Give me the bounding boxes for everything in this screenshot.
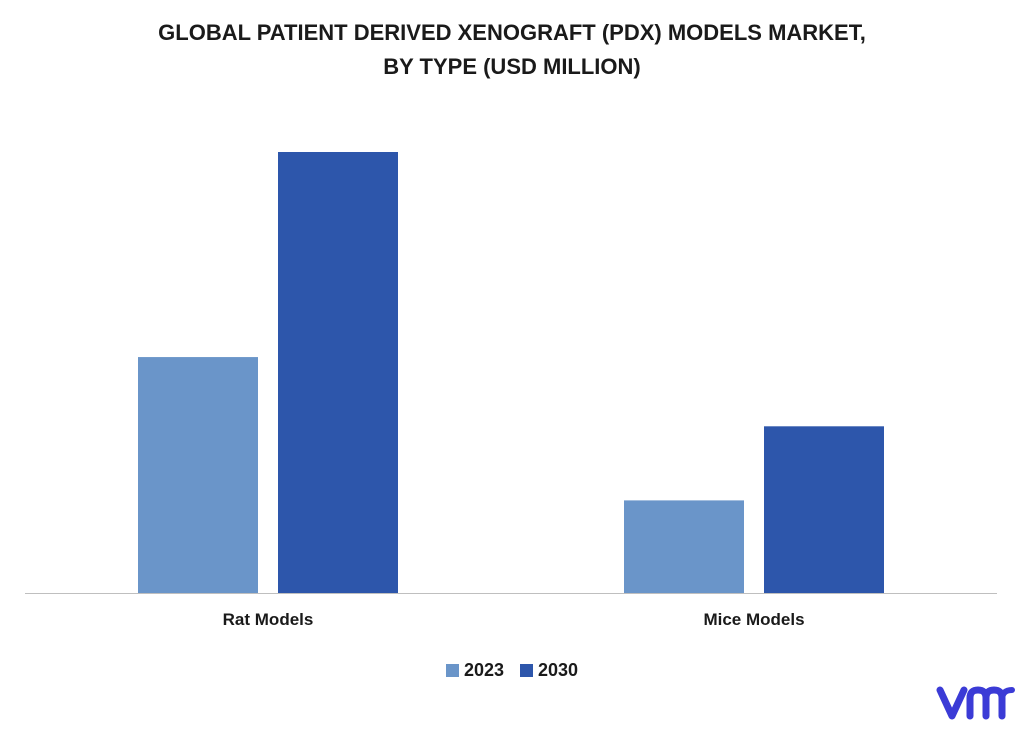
legend-item-2023: 2023 bbox=[445, 660, 504, 681]
chart-title: GLOBAL PATIENT DERIVED XENOGRAFT (PDX) M… bbox=[0, 16, 1024, 84]
chart-title-line-2: BY TYPE (USD MILLION) bbox=[383, 54, 641, 79]
legend-item-2030: 2030 bbox=[520, 660, 578, 681]
bar-mice-models-2023 bbox=[624, 500, 744, 593]
legend-swatch-2030 bbox=[520, 664, 533, 677]
vmr-logo-icon bbox=[936, 686, 1015, 720]
x-tick-label: Rat Models bbox=[223, 610, 314, 629]
legend-swatch-2023 bbox=[445, 664, 459, 677]
legend-label-2023: 2023 bbox=[463, 660, 504, 680]
bar-chart: Rat Models Mice Models bbox=[25, 152, 997, 629]
x-tick-label: Mice Models bbox=[703, 610, 804, 629]
chart-title-line-1: GLOBAL PATIENT DERIVED XENOGRAFT (PDX) M… bbox=[158, 20, 866, 45]
legend-label-2030: 2030 bbox=[538, 660, 579, 680]
legend: 2023 2030 bbox=[0, 660, 1024, 681]
bar-rat-models-2030 bbox=[278, 152, 398, 593]
bar-rat-models-2023 bbox=[138, 357, 258, 593]
bar-mice-models-2030 bbox=[764, 426, 884, 593]
